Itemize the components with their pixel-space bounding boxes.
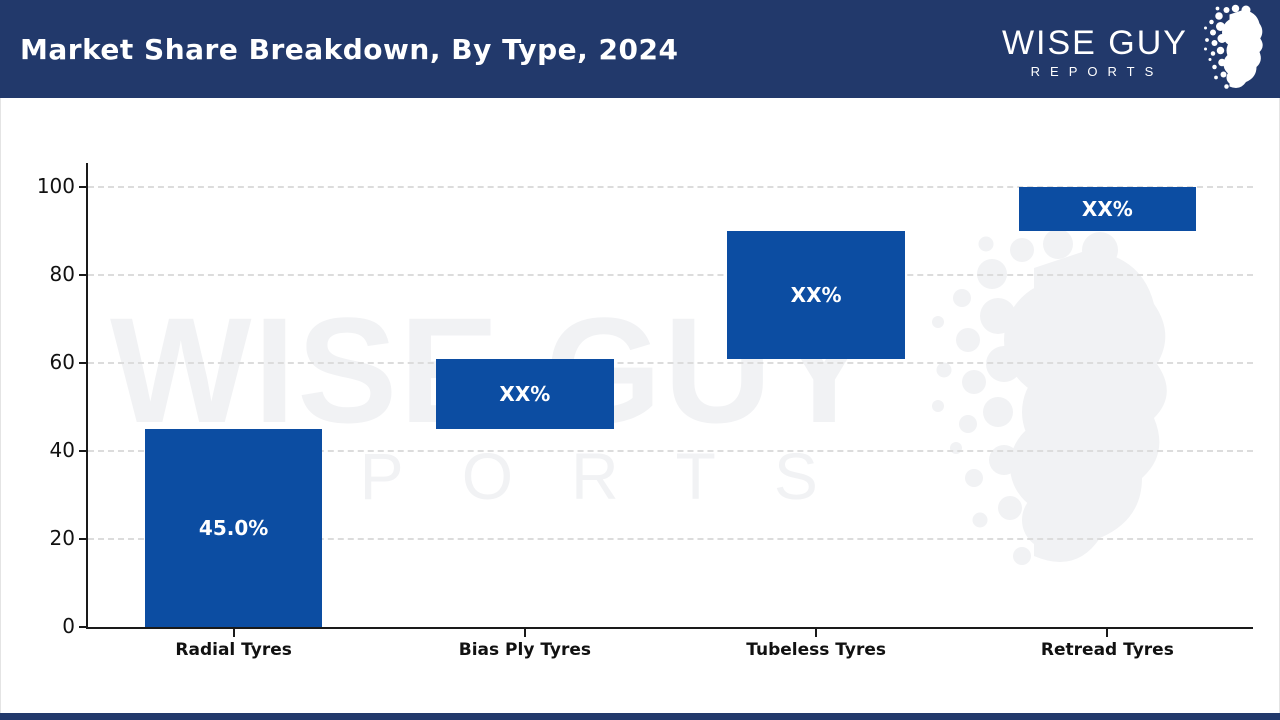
bar-radial-tyres: 45.0% bbox=[144, 429, 323, 627]
y-tick-100 bbox=[79, 186, 87, 188]
x-axis-label-tubeless-tyres: Tubeless Tyres bbox=[746, 640, 886, 660]
bar-retread-tyres: XX% bbox=[1018, 187, 1197, 231]
bar-value-label-bias-ply-tyres: XX% bbox=[499, 381, 551, 406]
header-bar: Market Share Breakdown, By Type, 2024 WI… bbox=[0, 0, 1280, 98]
gridline-100 bbox=[88, 186, 1253, 188]
left-border bbox=[0, 98, 1, 713]
x-axis-label-retread-tyres: Retread Tyres bbox=[1040, 640, 1174, 660]
y-axis-line bbox=[85, 163, 88, 629]
y-tick-0 bbox=[79, 626, 87, 628]
brand-name: WISE GUY bbox=[1001, 24, 1188, 62]
x-tick-bias-ply-tyres bbox=[523, 629, 526, 637]
y-tick-40 bbox=[79, 450, 87, 452]
bar-value-label-retread-tyres: XX% bbox=[1081, 197, 1133, 221]
brand-subtitle: REPORTS bbox=[1030, 64, 1164, 79]
y-tick-label-100: 100 bbox=[36, 174, 75, 198]
x-axis-label-bias-ply-tyres: Bias Ply Tyres bbox=[458, 640, 592, 660]
y-tick-60 bbox=[79, 362, 87, 364]
x-tick-radial-tyres bbox=[232, 629, 235, 637]
x-tick-retread-tyres bbox=[1106, 629, 1109, 637]
chart-title: Market Share Breakdown, By Type, 2024 bbox=[20, 32, 679, 66]
gridline-40 bbox=[88, 450, 1253, 452]
footer-bar bbox=[0, 713, 1280, 720]
y-tick-label-20: 20 bbox=[49, 526, 75, 550]
gridline-80 bbox=[88, 274, 1253, 276]
x-tick-tubeless-tyres bbox=[815, 629, 818, 637]
y-tick-20 bbox=[79, 538, 87, 540]
brand-logo: WISE GUY REPORTS bbox=[1002, 4, 1266, 94]
gridline-60 bbox=[88, 362, 1253, 364]
gridline-20 bbox=[88, 538, 1253, 540]
bar-value-label-tubeless-tyres: XX% bbox=[790, 282, 842, 307]
bar-value-label-radial-tyres: 45.0% bbox=[198, 516, 269, 540]
bar-tubeless-tyres: XX% bbox=[727, 231, 905, 359]
brand-head-icon bbox=[1204, 4, 1263, 89]
bar-bias-ply-tyres: XX% bbox=[436, 358, 614, 429]
x-axis-line bbox=[85, 626, 1253, 629]
y-tick-label-80: 80 bbox=[49, 262, 75, 286]
x-axis-label-radial-tyres: Radial Tyres bbox=[175, 640, 292, 660]
y-tick-label-40: 40 bbox=[49, 438, 75, 462]
y-tick-80 bbox=[79, 274, 87, 276]
y-tick-label-0: 0 bbox=[62, 614, 75, 638]
y-tick-label-60: 60 bbox=[49, 350, 75, 374]
